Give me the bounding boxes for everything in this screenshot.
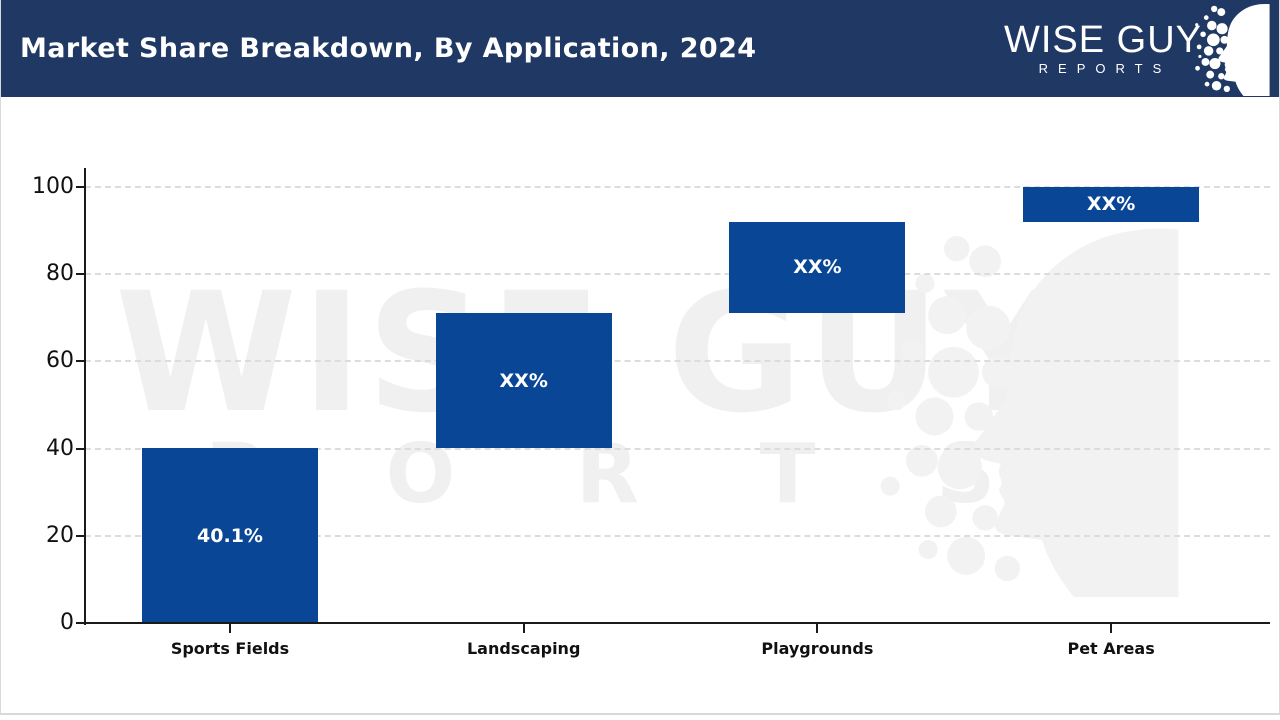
x-category-label-0: Sports Fields [170,639,290,658]
y-axis [84,168,86,625]
brand-face-icon [1195,3,1270,96]
gridline-20 [85,534,1270,537]
brand-name: WISE GUY [1003,19,1202,61]
bar-sports-fields: 40.1% [142,448,318,623]
brand-logo: WISE GUY REPORTS [1004,0,1272,97]
y-tick-20 [76,534,84,537]
x-category-label-2: Playgrounds [761,639,874,658]
bar-value-label: XX% [499,369,548,392]
x-category-label-3: Pet Areas [1067,639,1155,658]
y-tick-80 [76,273,84,276]
x-tick-3 [1110,624,1113,633]
bar-landscaping: XX% [435,313,612,449]
brand-subtitle: REPORTS [1038,61,1172,76]
header: Market Share Breakdown, By Application, … [0,0,1280,97]
gridline-40 [85,447,1270,450]
bar-value-label: 40.1% [197,524,263,547]
gridline-60 [85,360,1270,363]
y-tick-label-40: 40 [46,435,74,461]
y-tick-label-60: 60 [46,348,74,374]
page-title: Market Share Breakdown, By Application, … [20,33,757,64]
x-tick-2 [816,624,819,633]
chart-area: WISE GUY P O R T S 0 20 40 60 80 100 40.1% Spor… [0,97,1280,720]
gridline-80 [85,273,1270,276]
x-tick-1 [522,624,525,633]
bar-playgrounds: XX% [729,221,906,313]
brand-logo-text: WISE GUY REPORTS [1004,21,1202,76]
y-tick-100 [76,186,84,188]
y-tick-label-100: 100 [32,174,74,199]
x-axis [84,622,1270,624]
y-tick-40 [76,447,84,450]
bar-value-label: XX% [1086,193,1136,216]
y-tick-label-0: 0 [60,610,74,635]
x-tick-0 [229,624,231,633]
watermark-face-icon [880,228,1179,597]
x-category-label-1: Landscaping [466,639,581,658]
y-tick-label-80: 80 [46,261,74,287]
gridline-100 [85,186,1270,188]
bar-value-label: XX% [793,256,842,279]
y-tick-label-20: 20 [46,522,74,548]
y-tick-0 [76,622,84,624]
y-tick-60 [76,360,84,363]
bar-pet-areas: XX% [1023,187,1200,222]
